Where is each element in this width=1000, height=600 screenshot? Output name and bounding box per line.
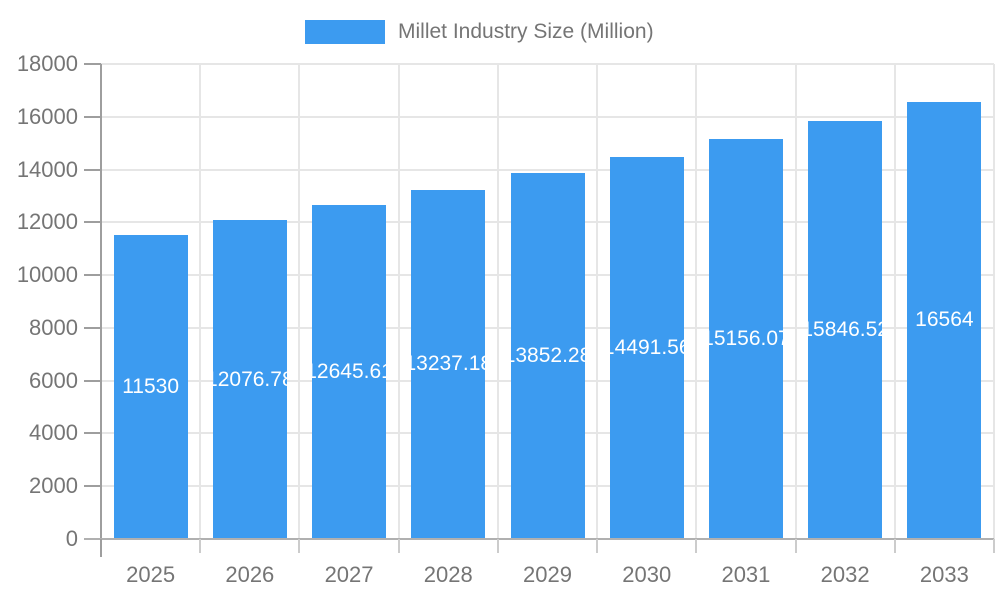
bar[interactable]: 14491.56: [609, 156, 684, 539]
x-tick: [199, 539, 202, 553]
bar[interactable]: 16564: [907, 101, 982, 539]
y-tick-label: 14000: [16, 156, 78, 182]
bar-value-label: 13237.18: [411, 352, 485, 376]
y-tick: [84, 274, 101, 277]
y-tick-label: 2000: [29, 473, 78, 499]
y-tick-label: 18000: [16, 51, 78, 76]
y-tick-label: 12000: [16, 209, 78, 235]
x-tick: [794, 539, 797, 553]
x-tick: [496, 539, 499, 553]
y-gridline: [101, 63, 994, 65]
bar-value-label: 12645.61: [312, 360, 386, 384]
x-tick: [695, 539, 698, 553]
bar[interactable]: 12076.78: [212, 220, 287, 539]
y-tick: [84, 379, 101, 382]
x-gridline: [298, 64, 301, 539]
bar[interactable]: 13237.18: [411, 189, 486, 539]
bar-value-label: 11530: [122, 374, 180, 398]
x-gridline: [695, 64, 698, 539]
y-gridline: [101, 115, 994, 118]
x-tick-label: 2026: [225, 562, 275, 587]
y-tick-label: 8000: [29, 314, 78, 340]
bar-value-label: 15156.07: [709, 327, 783, 351]
x-gridline: [496, 64, 499, 539]
x-tick-label: 2025: [126, 562, 176, 587]
y-tick: [84, 485, 101, 488]
bar[interactable]: 11530: [113, 234, 188, 539]
y-tick: [84, 221, 101, 224]
x-tick: [993, 539, 995, 553]
legend-swatch[interactable]: [305, 20, 385, 44]
bar-value-label: 16564: [915, 308, 974, 332]
bar-value-label: 15846.52: [808, 317, 882, 341]
x-tick-label: 2032: [820, 562, 870, 587]
y-tick-label: 10000: [16, 262, 78, 288]
bar[interactable]: 15156.07: [708, 139, 783, 539]
x-tick: [893, 539, 896, 553]
y-axis-line: [100, 64, 102, 557]
x-gridline: [596, 64, 599, 539]
x-tick: [397, 539, 400, 553]
x-tick: [100, 539, 102, 557]
x-tick-label: 2031: [721, 562, 771, 587]
legend-label: Millet Industry Size (Million): [398, 20, 654, 43]
y-tick: [84, 63, 101, 65]
x-gridline: [397, 64, 400, 539]
x-gridline: [794, 64, 797, 539]
y-tick-label: 6000: [29, 367, 78, 393]
bar-value-label: 14491.56: [610, 335, 684, 359]
y-tick-label: 4000: [29, 420, 78, 446]
y-tick: [84, 432, 101, 435]
y-tick: [84, 168, 101, 171]
x-tick: [298, 539, 301, 553]
bar[interactable]: 15846.52: [808, 120, 883, 539]
x-gridline: [993, 64, 995, 539]
x-axis-line: [84, 537, 994, 540]
x-tick-label: 2027: [324, 562, 374, 587]
bar[interactable]: 12645.61: [312, 205, 387, 539]
y-tick: [84, 326, 101, 329]
legend[interactable]: Millet Industry Size (Million): [305, 20, 654, 44]
x-tick-label: 2028: [423, 562, 473, 587]
x-tick-label: 2030: [622, 562, 672, 587]
bar-value-label: 12076.78: [213, 367, 287, 391]
x-gridline: [199, 64, 202, 539]
y-tick-label: 16000: [16, 103, 78, 129]
x-tick: [596, 539, 599, 553]
y-tick-label: 0: [65, 526, 78, 551]
y-tick: [84, 115, 101, 118]
x-gridline: [893, 64, 896, 539]
x-tick-label: 2029: [523, 562, 572, 587]
x-tick-label: 2033: [919, 562, 969, 587]
y-gridline: [101, 168, 994, 171]
